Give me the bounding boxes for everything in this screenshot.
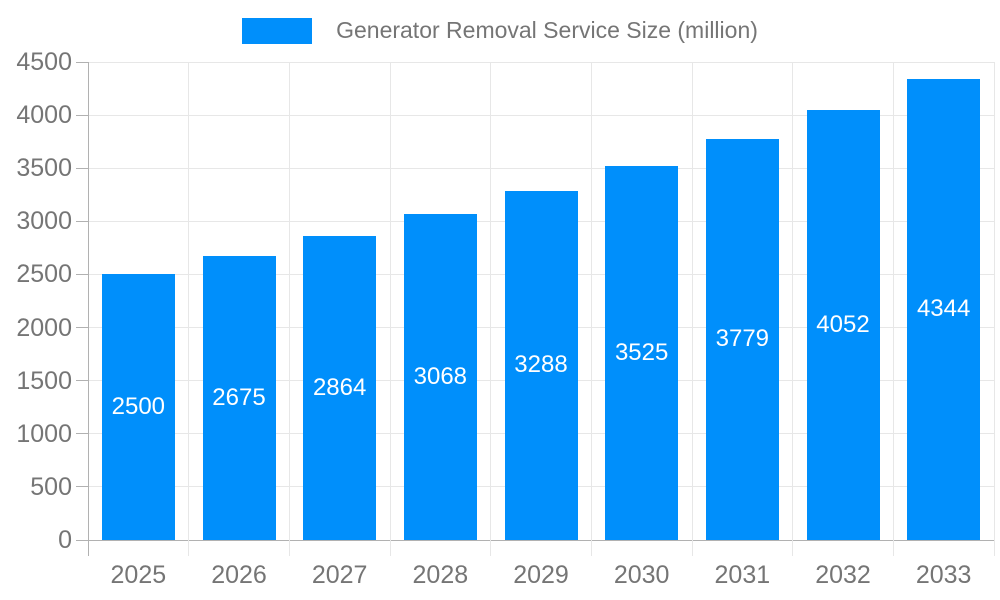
- chart-legend[interactable]: Generator Removal Service Size (million): [0, 17, 1000, 44]
- x-gridline: [792, 62, 794, 556]
- y-tick-label: 2500: [16, 260, 72, 289]
- y-axis-tick: [76, 61, 88, 63]
- x-axis-line: [88, 539, 994, 541]
- bar-value-label: 2864: [312, 373, 367, 401]
- x-tick-label: 2026: [211, 561, 267, 589]
- bar-value-label: 3525: [614, 338, 669, 366]
- legend-label: Generator Removal Service Size (million): [336, 17, 758, 43]
- y-tick-label: 3000: [16, 207, 72, 236]
- bar-2028: 3068: [403, 214, 477, 540]
- bar-value-label: 3779: [715, 325, 770, 353]
- y-gridline: [88, 61, 994, 63]
- bar-value-label: 3068: [413, 363, 468, 391]
- y-axis-tick: [76, 433, 88, 435]
- y-tick-label: 2000: [16, 313, 72, 342]
- x-tick-label: 2027: [311, 561, 368, 589]
- x-gridline: [490, 62, 492, 556]
- bar-value-label: 4052: [816, 310, 870, 338]
- y-axis-tick: [76, 539, 88, 541]
- x-gridline: [590, 62, 592, 556]
- bar-2027: 2864: [303, 235, 377, 540]
- x-gridline: [389, 62, 391, 556]
- legend-swatch: [242, 17, 313, 44]
- x-tick-label: 2030: [613, 561, 670, 589]
- y-axis-tick: [76, 220, 88, 222]
- y-tick-label: 3500: [16, 154, 72, 183]
- x-gridline: [993, 62, 995, 556]
- y-gridline: [88, 114, 994, 116]
- bar-value-label: 2500: [111, 393, 166, 421]
- y-tick-label: 0: [58, 526, 72, 554]
- bar-2029: 3288: [504, 190, 578, 540]
- bar-value-label: 3288: [514, 351, 568, 379]
- y-axis-tick: [76, 486, 88, 488]
- y-tick-label: 1500: [16, 366, 72, 395]
- bar-2026: 2675: [202, 255, 276, 540]
- y-axis-line: [87, 62, 89, 556]
- y-axis-tick: [76, 114, 88, 116]
- y-axis-tick: [76, 167, 88, 169]
- bar-2032: 4052: [806, 109, 880, 540]
- y-gridline: [88, 167, 994, 169]
- y-tick-label: 4000: [16, 101, 72, 130]
- x-gridline: [691, 62, 693, 556]
- x-gridline: [188, 62, 190, 556]
- x-gridline: [288, 62, 290, 556]
- bar-2031: 3779: [705, 138, 779, 540]
- bar-2025: 2500: [101, 274, 175, 540]
- bar-2030: 3525: [605, 165, 679, 540]
- y-tick-label: 4500: [16, 48, 72, 76]
- x-tick-label: 2031: [714, 561, 771, 589]
- y-axis-tick: [76, 273, 88, 275]
- x-tick-label: 2029: [513, 561, 569, 589]
- bar-value-label: 2675: [212, 383, 266, 411]
- x-tick-label: 2032: [815, 561, 871, 589]
- y-tick-label: 500: [30, 472, 72, 501]
- y-axis-tick: [76, 380, 88, 382]
- x-tick-label: 2028: [412, 561, 469, 589]
- y-axis-tick: [76, 327, 88, 329]
- bar-2033: 4344: [907, 78, 981, 540]
- x-tick-label: 2025: [110, 561, 167, 589]
- bar-value-label: 4344: [916, 295, 971, 323]
- x-tick-label: 2033: [915, 561, 972, 589]
- x-gridline: [892, 62, 894, 556]
- y-tick-label: 1000: [16, 419, 72, 448]
